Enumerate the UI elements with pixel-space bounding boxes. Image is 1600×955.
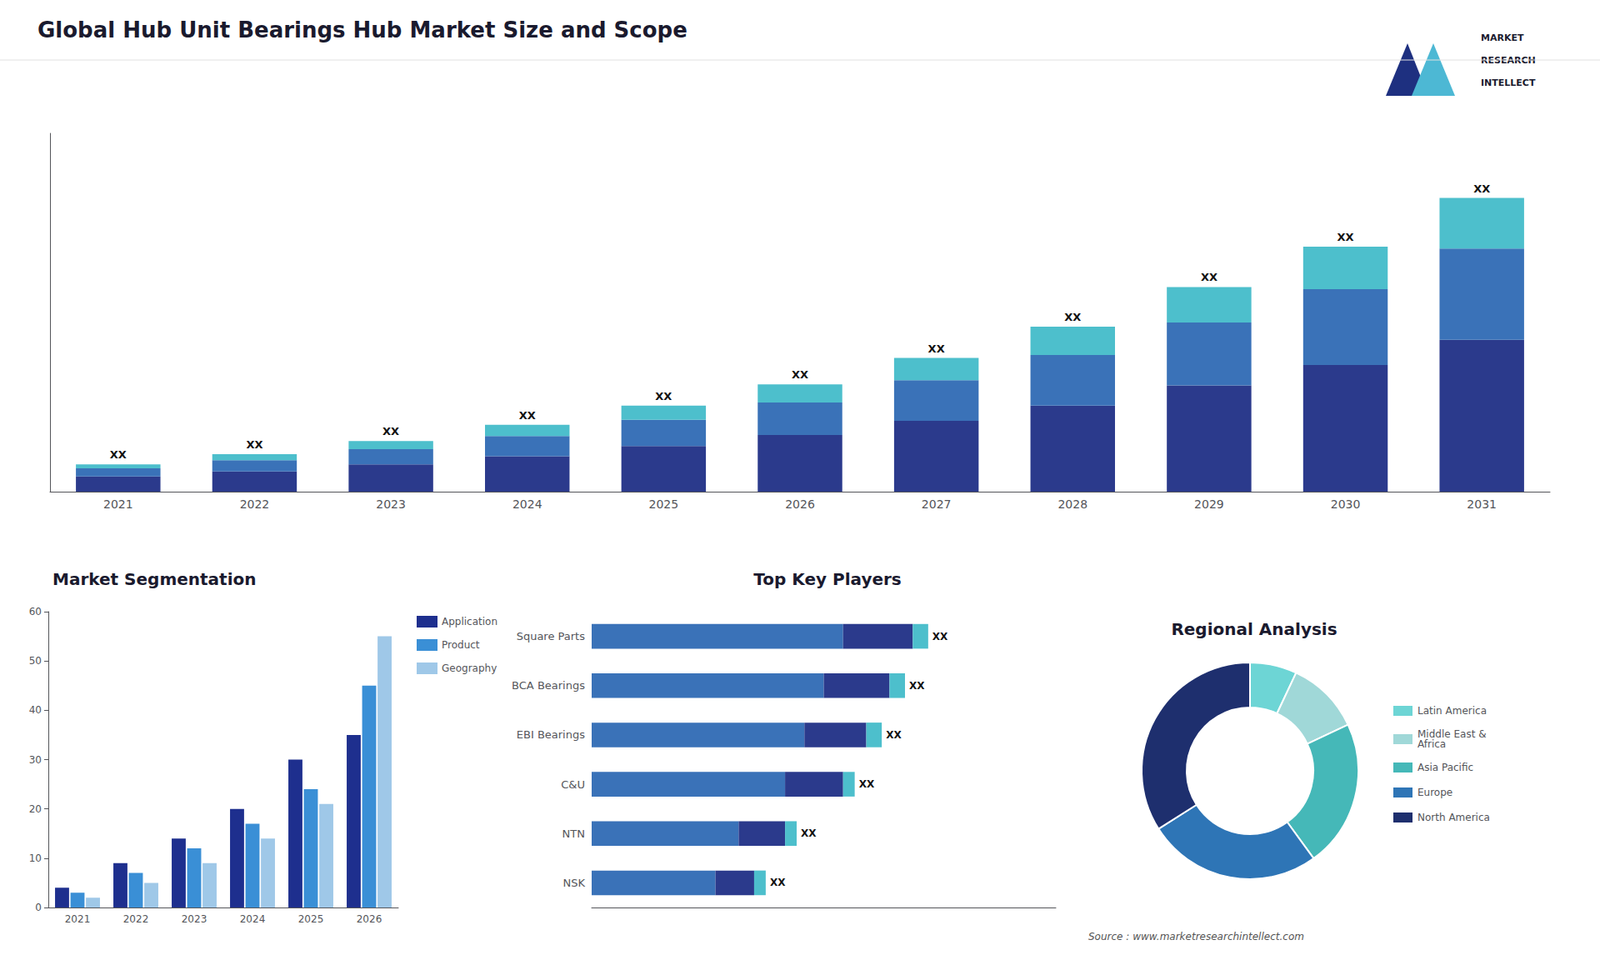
svg-text:Regional Analysis: Regional Analysis (1170, 619, 1337, 640)
svg-text:Application: Application (441, 615, 498, 628)
svg-text:2025: 2025 (298, 913, 325, 925)
svg-text:2025: 2025 (649, 497, 680, 511)
svg-text:2023: 2023 (375, 497, 406, 511)
svg-text:RESEARCH: RESEARCH (1480, 55, 1536, 66)
svg-text:2022: 2022 (240, 497, 270, 511)
svg-text:2030: 2030 (1330, 497, 1361, 511)
svg-text:Top Key Players: Top Key Players (753, 569, 901, 590)
svg-text:XX: XX (932, 630, 949, 643)
svg-text:XX: XX (909, 680, 925, 692)
svg-text:Square Parts: Square Parts (516, 630, 586, 643)
svg-text:C&U: C&U (560, 778, 585, 791)
svg-text:Europe: Europe (1417, 786, 1453, 799)
svg-text:30: 30 (29, 754, 42, 766)
svg-text:XX: XX (770, 876, 786, 889)
svg-text:EBI Bearings: EBI Bearings (516, 728, 585, 741)
svg-text:Latin America: Latin America (1417, 705, 1487, 717)
svg-text:XX: XX (1473, 182, 1490, 195)
svg-text:Africa: Africa (1417, 738, 1446, 750)
svg-text:2031: 2031 (1466, 497, 1497, 511)
svg-text:60: 60 (29, 605, 42, 618)
svg-text:Geography: Geography (441, 662, 497, 675)
svg-text:2028: 2028 (1057, 497, 1088, 511)
svg-text:XX: XX (1200, 270, 1218, 284)
svg-text:Middle East &: Middle East & (1417, 728, 1487, 740)
svg-text:XX: XX (859, 778, 875, 790)
svg-text:XX: XX (1064, 310, 1081, 324)
svg-text:NSK: NSK (562, 876, 585, 890)
svg-text:XX: XX (655, 390, 672, 403)
svg-text:2026: 2026 (356, 913, 383, 925)
svg-text:XX: XX (885, 729, 902, 741)
svg-text:XX: XX (110, 448, 127, 461)
svg-text:BCA Bearings: BCA Bearings (511, 679, 585, 692)
svg-text:Product: Product (441, 639, 480, 651)
svg-text:2027: 2027 (921, 497, 952, 511)
svg-text:XX: XX (928, 342, 945, 355)
svg-text:2024: 2024 (512, 497, 543, 511)
svg-text:North America: North America (1417, 811, 1490, 824)
svg-text:XX: XX (791, 368, 809, 381)
svg-text:Market Segmentation: Market Segmentation (52, 569, 257, 590)
svg-text:2029: 2029 (1194, 497, 1225, 511)
svg-text:XX: XX (519, 409, 536, 422)
svg-text:MARKET: MARKET (1480, 32, 1525, 44)
svg-text:Source : www.marketresearchint: Source : www.marketresearchintellect.com (1088, 930, 1305, 943)
svg-text:2021: 2021 (103, 497, 134, 511)
svg-text:2021: 2021 (65, 913, 91, 925)
svg-text:INTELLECT: INTELLECT (1480, 77, 1536, 89)
svg-text:Global Hub Unit Bearings Hub M: Global Hub Unit Bearings Hub Market Size… (37, 17, 688, 43)
svg-text:40: 40 (29, 704, 42, 716)
svg-text:10: 10 (29, 852, 42, 865)
svg-text:XX: XX (245, 438, 263, 451)
svg-text:Asia Pacific: Asia Pacific (1417, 761, 1474, 774)
svg-text:20: 20 (29, 803, 42, 815)
svg-text:XX: XX (1337, 230, 1355, 244)
svg-text:0: 0 (35, 901, 42, 914)
svg-text:XX: XX (382, 425, 400, 438)
svg-text:50: 50 (29, 655, 42, 667)
svg-text:XX: XX (800, 827, 817, 840)
svg-text:2024: 2024 (240, 913, 266, 925)
svg-text:2026: 2026 (785, 497, 815, 511)
svg-text:2022: 2022 (123, 913, 150, 925)
svg-text:NTN: NTN (562, 827, 585, 840)
svg-text:2023: 2023 (181, 913, 208, 925)
